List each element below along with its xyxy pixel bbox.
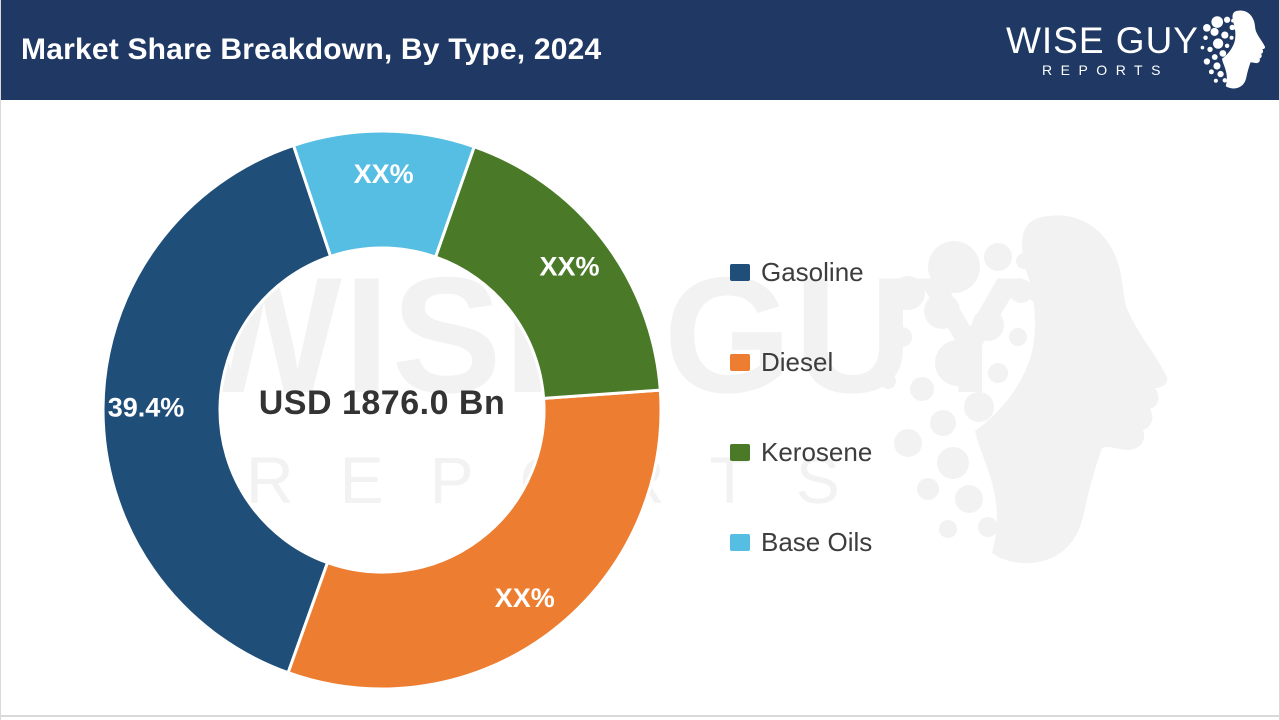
bottom-divider	[1, 715, 1279, 717]
legend-swatch-icon	[730, 263, 750, 281]
logo-subtitle: REPORTS	[1042, 62, 1169, 78]
segment-diesel	[286, 388, 663, 691]
legend-label: Gasoline	[761, 257, 864, 287]
legend-swatch-icon	[730, 443, 750, 461]
legend-item-base-oils: Base Oils	[730, 526, 872, 558]
segment-gasoline	[101, 143, 333, 675]
legend-swatch-icon	[730, 353, 750, 371]
center-value-label: USD 1876.0 Bn	[258, 384, 506, 422]
brand-logo-text: WISE GUY REPORTS	[1005, 20, 1199, 79]
chart-legend: Gasoline Diesel Kerosene Base Oils	[730, 256, 872, 616]
segment-label-diesel: XX%	[495, 583, 555, 613]
logo-wordmark: WISE GUY	[1005, 20, 1199, 61]
segment-label-base-oils: XX%	[354, 159, 414, 189]
legend-item-kerosene: Kerosene	[730, 436, 872, 468]
legend-label: Diesel	[761, 347, 834, 377]
page-title: Market Share Breakdown, By Type, 2024	[21, 33, 602, 66]
segment-kerosene	[434, 145, 662, 400]
segment-base-oils	[292, 129, 476, 259]
segment-label-kerosene: XX%	[539, 252, 599, 282]
legend-label: Kerosene	[761, 437, 873, 467]
legend-item-gasoline: Gasoline	[730, 256, 872, 288]
legend-label: Base Oils	[761, 527, 873, 557]
segment-label-gasoline: 39.4%	[108, 393, 185, 423]
legend-swatch-icon	[730, 533, 750, 551]
header-bar: Market Share Breakdown, By Type, 2024 WI…	[1, 0, 1279, 100]
legend-item-diesel: Diesel	[730, 346, 872, 378]
brand-logo: WISE GUY REPORTS	[1006, 8, 1267, 89]
